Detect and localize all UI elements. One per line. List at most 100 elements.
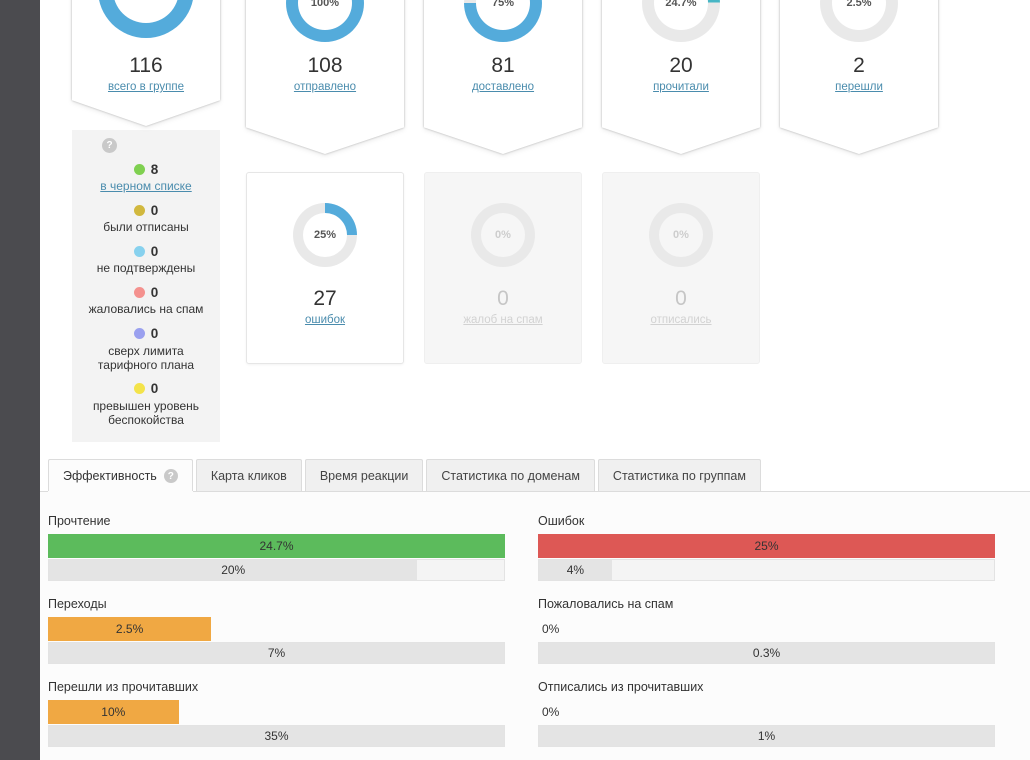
donut-delivered-icon: 75% — [464, 0, 542, 42]
legend-label: не подтверждены — [96, 261, 196, 276]
bar-value: 24.7% — [48, 534, 505, 559]
bar-label: 0.3% — [752, 646, 781, 661]
legend-value: 0 — [150, 381, 159, 397]
tab-label: Эффективность — [63, 469, 157, 484]
legend-value: 0 — [150, 243, 159, 259]
bar-label: 7% — [267, 646, 286, 661]
legend-label: жаловались на спам — [88, 302, 204, 317]
stat-link-sent[interactable]: отправлено — [293, 81, 357, 93]
donut-percent: 100% — [310, 0, 340, 9]
donut-percent: 0% — [495, 229, 511, 241]
legend-link-blacklist[interactable]: в черном списке — [100, 179, 192, 193]
tab-label: Время реакции — [319, 469, 409, 484]
stat-value-unsubscribed: 0 — [675, 287, 687, 310]
unsubscribed-dot-icon — [133, 204, 145, 216]
stat-card-spam-complaints: 0% 0 жалоб на спам — [424, 172, 582, 364]
tab-label: Статистика по группам — [612, 469, 746, 484]
bar-value: 0% — [538, 617, 995, 641]
help-icon[interactable]: ? — [102, 138, 117, 153]
tab-reaction-time[interactable]: Время реакции — [304, 459, 424, 492]
donut-percent: 75% — [491, 0, 515, 9]
bar-value: 0% — [538, 700, 995, 724]
stat-link-unsubscribed: отписались — [650, 314, 712, 326]
tab-click-map[interactable]: Карта кликов — [195, 459, 302, 492]
over-limit-dot-icon — [133, 328, 145, 340]
stat-card-total: 116 всего в группе — [72, 0, 220, 126]
donut-sent-icon: 100% — [286, 0, 364, 42]
stat-card-unsubscribed: 0% 0 отписались — [602, 172, 760, 364]
stat-value-clicked: 2 — [853, 54, 865, 77]
blacklist-dot-icon — [133, 163, 145, 175]
second-cards-row: 25% 27 ошибок 0% 0 жалоб на спам 0% — [246, 172, 1030, 364]
legend-label: превышен уровень беспокойства — [92, 398, 200, 428]
donut-percent: 24.7% — [665, 0, 697, 9]
stat-card-sent: 100% 108 отправлено — [246, 0, 404, 154]
legend-value: 0 — [150, 202, 159, 218]
stat-link-total[interactable]: всего в группе — [107, 81, 185, 93]
tab-effectiveness[interactable]: Эффективность ? — [48, 459, 193, 492]
legend-label: сверх лимита тарифного плана — [97, 343, 195, 372]
bar-group-errors: Ошибок 25% 4% — [538, 514, 995, 582]
bar-group-clicks: Переходы 2.5% 7% — [48, 597, 505, 665]
stat-card-clicked: 2.5% 2 перешли — [780, 0, 938, 154]
bar-label: 35% — [264, 729, 289, 744]
stat-card-delivered: 75% 81 доставлено — [424, 0, 582, 154]
tab-label: Карта кликов — [210, 469, 287, 484]
help-icon[interactable]: ? — [163, 469, 178, 484]
legend-item-anxiety: 0 превышен уровень беспокойства — [72, 381, 220, 427]
bar-value: 10% — [48, 700, 505, 725]
tab-group-stats[interactable]: Статистика по группам — [597, 459, 761, 492]
bar-label: 20% — [221, 563, 246, 578]
stat-value-sent: 108 — [307, 54, 343, 77]
bar-group-unsub-from-read: Отписались из прочитавших 0% 1% — [538, 680, 995, 748]
bar-value: 25% — [538, 534, 995, 559]
stat-link-spam: жалоб на спам — [463, 314, 543, 326]
bar-label: 0% — [542, 622, 560, 637]
effectiveness-panel: Прочтение 24.7% 20% Переходы 2.5% 7% Пер… — [40, 491, 1030, 760]
bar-benchmark: 0.3% — [538, 642, 995, 665]
bar-benchmark: 20% — [48, 559, 505, 582]
stat-link-errors[interactable]: ошибок — [304, 314, 346, 326]
bar-label: 1% — [757, 729, 776, 744]
legend-item-unconfirmed: 0 не подтверждены — [72, 243, 220, 276]
top-cards-row: 100% 108 отправлено 75% 81 доставлено — [246, 0, 1030, 154]
legend-value: 0 — [150, 284, 159, 300]
donut-spam-icon: 0% — [471, 203, 535, 267]
donut-total-icon — [98, 0, 194, 38]
donut-percent: 2.5% — [846, 0, 872, 9]
bars-column-left: Прочтение 24.7% 20% Переходы 2.5% 7% Пер… — [48, 514, 505, 760]
bar-benchmark: 35% — [48, 725, 505, 748]
tab-domain-stats[interactable]: Статистика по доменам — [426, 459, 595, 492]
stat-link-read[interactable]: прочитали — [653, 81, 709, 93]
bar-label: 24.7% — [259, 539, 294, 554]
stat-value-delivered: 81 — [491, 54, 515, 77]
stat-link-delivered[interactable]: доставлено — [471, 81, 535, 93]
donut-errors-icon: 25% — [293, 203, 357, 267]
stat-link-clicked[interactable]: перешли — [835, 81, 883, 93]
campaign-report-page: 116 всего в группе ? 8 в черном списке 0… — [40, 0, 1030, 760]
stat-card-read: 24.7% 20 прочитали — [602, 0, 760, 154]
bar-value: 2.5% — [48, 617, 505, 642]
unconfirmed-dot-icon — [133, 245, 145, 257]
donut-percent: 25% — [313, 229, 337, 241]
legend-label: были отписаны — [103, 220, 189, 235]
bar-group-read: Прочтение 24.7% 20% — [48, 514, 505, 582]
bar-label: 25% — [754, 539, 779, 554]
legend-item-spam-complaints: 0 жаловались на спам — [72, 284, 220, 317]
donut-percent: 0% — [673, 229, 689, 241]
legend-item-blacklist: 8 в черном списке — [72, 161, 220, 194]
legend-value: 0 — [150, 326, 159, 342]
bar-group-title: Пожаловались на спам — [538, 597, 674, 612]
bar-group-spam-complaints: Пожаловались на спам 0% 0.3% — [538, 597, 995, 665]
report-tabs: Эффективность ? Карта кликов Время реакц… — [48, 459, 1030, 492]
stat-value-spam: 0 — [497, 287, 509, 310]
tab-label: Статистика по доменам — [441, 469, 580, 484]
bar-group-title: Переходы — [48, 597, 107, 612]
bar-group-title: Прочтение — [48, 514, 111, 529]
bar-benchmark: 1% — [538, 725, 995, 748]
spam-dot-icon — [133, 286, 145, 298]
bar-group-title: Ошибок — [538, 514, 585, 529]
bar-label: 0% — [542, 705, 560, 720]
donut-read-icon: 24.7% — [642, 0, 720, 42]
donut-clicked-icon: 2.5% — [820, 0, 898, 42]
